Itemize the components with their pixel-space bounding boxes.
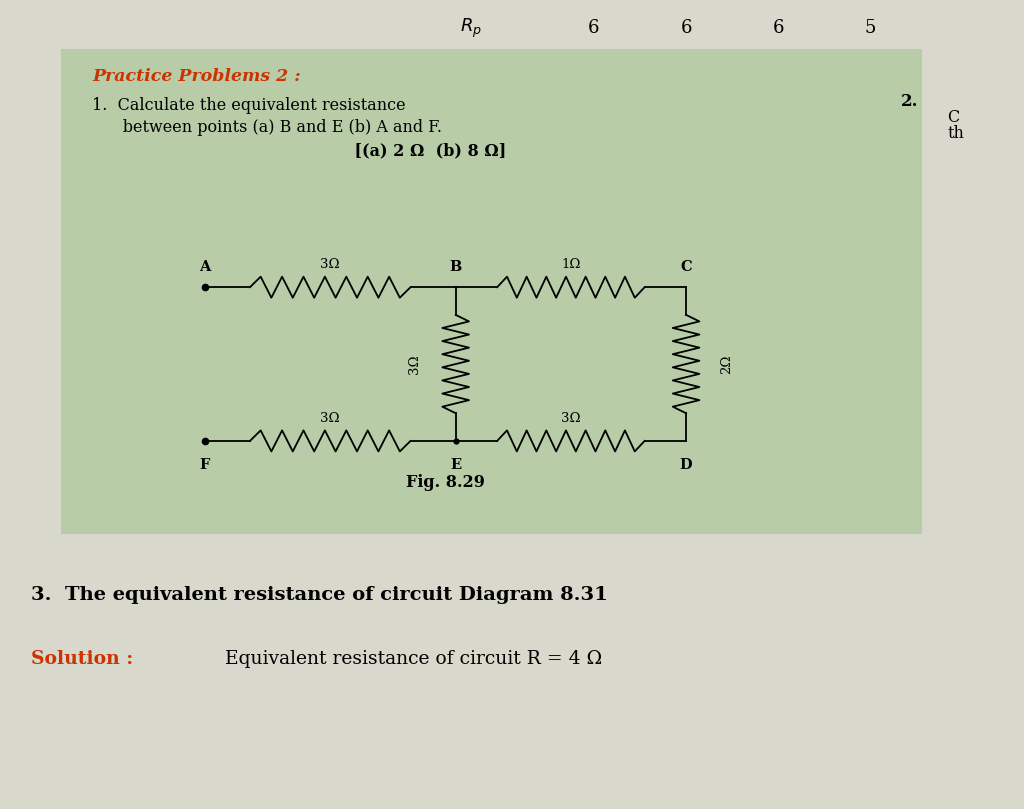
Text: F: F [200, 458, 210, 472]
Text: 2Ω: 2Ω [721, 354, 733, 374]
Text: 3Ω: 3Ω [321, 412, 340, 425]
Text: B: B [450, 260, 462, 274]
Text: 1Ω: 1Ω [561, 258, 581, 271]
Text: Solution :: Solution : [31, 650, 133, 668]
Text: 5: 5 [864, 19, 877, 37]
Text: 2.: 2. [901, 92, 919, 110]
Text: $R_p$: $R_p$ [460, 17, 482, 40]
Text: A: A [199, 260, 211, 274]
Text: 3.  The equivalent resistance of circuit Diagram 8.31: 3. The equivalent resistance of circuit … [31, 586, 607, 604]
Text: Equivalent resistance of circuit R = 4 Ω: Equivalent resistance of circuit R = 4 Ω [225, 650, 602, 668]
Text: E: E [451, 458, 461, 472]
Text: 1.  Calculate the equivalent resistance: 1. Calculate the equivalent resistance [92, 96, 406, 114]
Text: D: D [680, 458, 692, 472]
Text: 6: 6 [588, 19, 600, 37]
Text: C: C [680, 260, 692, 274]
Text: Fig. 8.29: Fig. 8.29 [406, 474, 485, 492]
Text: 6: 6 [680, 19, 692, 37]
Text: th: th [947, 125, 964, 142]
Text: Practice Problems 2 :: Practice Problems 2 : [92, 68, 301, 86]
FancyBboxPatch shape [61, 49, 922, 534]
Text: 6: 6 [772, 19, 784, 37]
Text: 3Ω: 3Ω [321, 258, 340, 271]
Text: 3Ω: 3Ω [409, 354, 421, 374]
Text: [(a) 2 Ω  (b) 8 Ω]: [(a) 2 Ω (b) 8 Ω] [287, 142, 506, 159]
Text: 3Ω: 3Ω [561, 412, 581, 425]
Text: between points (a) B and E (b) A and F.: between points (a) B and E (b) A and F. [92, 118, 442, 136]
Text: C: C [947, 108, 959, 126]
